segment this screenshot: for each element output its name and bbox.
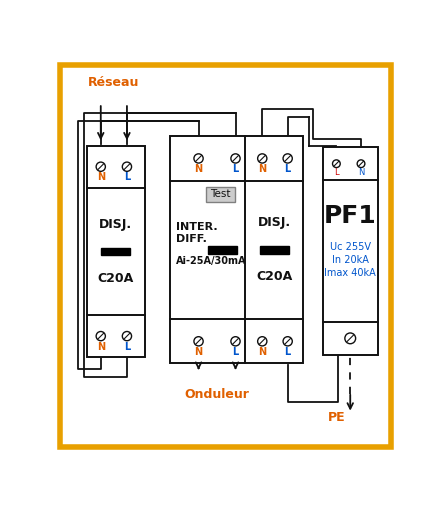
Bar	[260, 246, 289, 254]
Text: INTER.: INTER.	[176, 222, 218, 232]
Bar	[208, 246, 237, 254]
Text: L: L	[334, 168, 339, 177]
Text: C20A: C20A	[98, 272, 134, 285]
Text: L: L	[285, 164, 291, 174]
Text: DISJ.: DISJ.	[258, 216, 291, 230]
Text: N: N	[258, 347, 266, 357]
Text: PF1: PF1	[324, 204, 377, 228]
Text: Réseau: Réseau	[88, 76, 139, 89]
Text: In 20kA: In 20kA	[332, 255, 369, 265]
Bar	[170, 136, 303, 364]
Text: N: N	[97, 172, 105, 183]
Text: N: N	[97, 342, 105, 352]
Text: N: N	[258, 164, 266, 174]
Text: N: N	[194, 164, 202, 174]
Text: L: L	[285, 347, 291, 357]
Text: N: N	[194, 347, 202, 357]
Text: PE: PE	[327, 411, 345, 424]
Bar	[101, 247, 130, 255]
Bar	[206, 187, 235, 202]
Bar	[323, 147, 378, 355]
Text: Ai-25A/30mA: Ai-25A/30mA	[176, 256, 247, 266]
Text: DIFF.: DIFF.	[176, 234, 207, 244]
Text: L: L	[232, 347, 238, 357]
Text: C20A: C20A	[256, 270, 293, 283]
Text: Test: Test	[210, 190, 231, 199]
Text: N: N	[358, 168, 364, 177]
Text: Uc 255V: Uc 255V	[330, 242, 371, 252]
Text: L: L	[124, 172, 130, 183]
Text: L: L	[232, 164, 238, 174]
Text: Onduleur: Onduleur	[185, 388, 249, 401]
Text: Imax 40kA: Imax 40kA	[324, 268, 376, 278]
Bar	[87, 146, 145, 357]
Text: L: L	[124, 342, 130, 352]
Text: DISJ.: DISJ.	[99, 218, 132, 231]
